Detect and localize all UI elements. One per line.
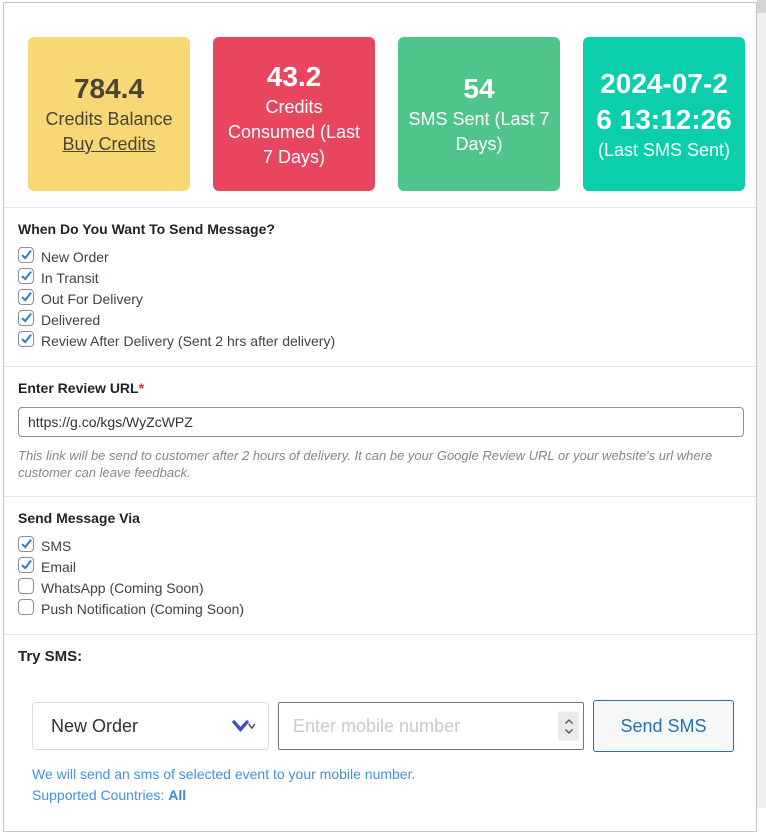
send-via-heading: Send Message Via <box>18 510 140 526</box>
scrollbar-track[interactable] <box>757 0 766 808</box>
option-delivered[interactable]: Delivered <box>18 309 742 328</box>
option-label: WhatsApp (Coming Soon) <box>41 579 204 596</box>
option-label: Email <box>41 558 77 575</box>
send-sms-button[interactable]: Send SMS <box>593 700 734 752</box>
credits-balance-label: Credits Balance <box>45 109 173 129</box>
last-sms-sent-label: (Last SMS Sent) <box>597 139 731 160</box>
option-label: Push Notification (Coming Soon) <box>41 600 245 617</box>
option-label: Out For Delivery <box>41 290 143 307</box>
credits-consumed-label: Credits Consumed (Last 7 Days) <box>227 96 361 167</box>
check-icon <box>20 312 32 323</box>
spinner-arrows-icon <box>564 718 573 734</box>
option-label: In Transit <box>41 269 99 286</box>
supported-countries-label: Supported Countries: <box>32 787 165 803</box>
option-sms[interactable]: SMS <box>18 535 742 554</box>
check-icon <box>20 249 32 260</box>
supported-countries-all-link[interactable]: All <box>168 787 187 803</box>
mobile-number-input[interactable] <box>278 702 584 750</box>
buy-credits-link[interactable]: Buy Credits <box>62 134 156 154</box>
send-via-section: Send Message Via SMS Email WhatsApp (Com… <box>4 497 756 635</box>
review-after-delivery-checkbox[interactable] <box>18 330 34 347</box>
review-url-label-text: Enter Review URL <box>18 380 139 396</box>
try-sms-section: Try SMS: New Order <box>4 635 756 821</box>
try-sms-heading: Try SMS: <box>18 648 83 665</box>
when-to-send-heading: When Do You Want To Send Message? <box>18 221 275 237</box>
check-icon <box>20 270 32 281</box>
credits-consumed-card: 43.2 Credits Consumed (Last 7 Days) <box>213 37 375 191</box>
check-icon <box>20 538 32 549</box>
required-asterisk: * <box>138 380 145 396</box>
review-url-label: Enter Review URL* <box>18 380 742 397</box>
review-url-input[interactable] <box>18 407 744 437</box>
mobile-number-field-wrap <box>278 702 584 750</box>
push-notification-checkbox[interactable] <box>18 598 34 615</box>
scrollbar-thumb[interactable] <box>757 0 766 13</box>
sms-sent-label: SMS Sent (Last 7 Days) <box>408 109 550 154</box>
option-push-notification[interactable]: Push Notification (Coming Soon) <box>18 598 742 617</box>
event-select[interactable]: New Order <box>32 702 269 750</box>
option-review-after-delivery[interactable]: Review After Delivery (Sent 2 hrs after … <box>18 330 742 349</box>
when-to-send-section: When Do You Want To Send Message? New Or… <box>4 208 756 367</box>
new-order-checkbox[interactable] <box>18 246 34 263</box>
sms-checkbox[interactable] <box>18 535 34 552</box>
option-label: Delivered <box>41 311 101 328</box>
number-spinner[interactable] <box>558 711 579 741</box>
whatsapp-checkbox[interactable] <box>18 577 34 594</box>
option-in-transit[interactable]: In Transit <box>18 267 742 286</box>
email-checkbox[interactable] <box>18 556 34 573</box>
option-label: Review After Delivery (Sent 2 hrs after … <box>41 332 336 349</box>
try-sms-controls-wrap: New Order <box>32 700 742 806</box>
stats-cards-row: 784.4 Credits Balance Buy Credits 43.2 C… <box>4 3 756 208</box>
try-sms-controls-row: New Order <box>32 700 742 752</box>
check-icon <box>20 559 32 570</box>
last-sms-sent-card: 2024-07-26 13:12:26 (Last SMS Sent) <box>583 37 745 191</box>
option-out-for-delivery[interactable]: Out For Delivery <box>18 288 742 307</box>
event-select-value: New Order <box>51 715 139 736</box>
option-whatsapp[interactable]: WhatsApp (Coming Soon) <box>18 577 742 596</box>
chevron-down-icon <box>232 719 256 734</box>
supported-countries-line: Supported Countries: All <box>32 785 742 806</box>
review-url-section: Enter Review URL* This link will be send… <box>4 367 756 497</box>
sms-sent-value: 54 <box>463 73 495 104</box>
option-label: New Order <box>41 248 109 265</box>
credits-balance-card: 784.4 Credits Balance Buy Credits <box>28 37 190 191</box>
delivered-checkbox[interactable] <box>18 309 34 326</box>
option-email[interactable]: Email <box>18 556 742 575</box>
settings-panel: 784.4 Credits Balance Buy Credits 43.2 C… <box>3 2 757 832</box>
check-icon <box>20 291 32 302</box>
last-sms-sent-value: 2024-07-26 13:12:26 <box>596 67 732 135</box>
credits-balance-value: 784.4 <box>73 73 145 104</box>
credits-consumed-value: 43.2 <box>266 60 322 92</box>
in-transit-checkbox[interactable] <box>18 267 34 284</box>
option-new-order[interactable]: New Order <box>18 246 742 265</box>
review-url-help-text: This link will be send to customer after… <box>18 448 713 480</box>
check-icon <box>20 333 32 344</box>
out-for-delivery-checkbox[interactable] <box>18 288 34 305</box>
sms-sent-card: 54 SMS Sent (Last 7 Days) <box>398 37 560 191</box>
option-label: SMS <box>41 537 72 554</box>
try-sms-note: We will send an sms of selected event to… <box>32 766 416 782</box>
